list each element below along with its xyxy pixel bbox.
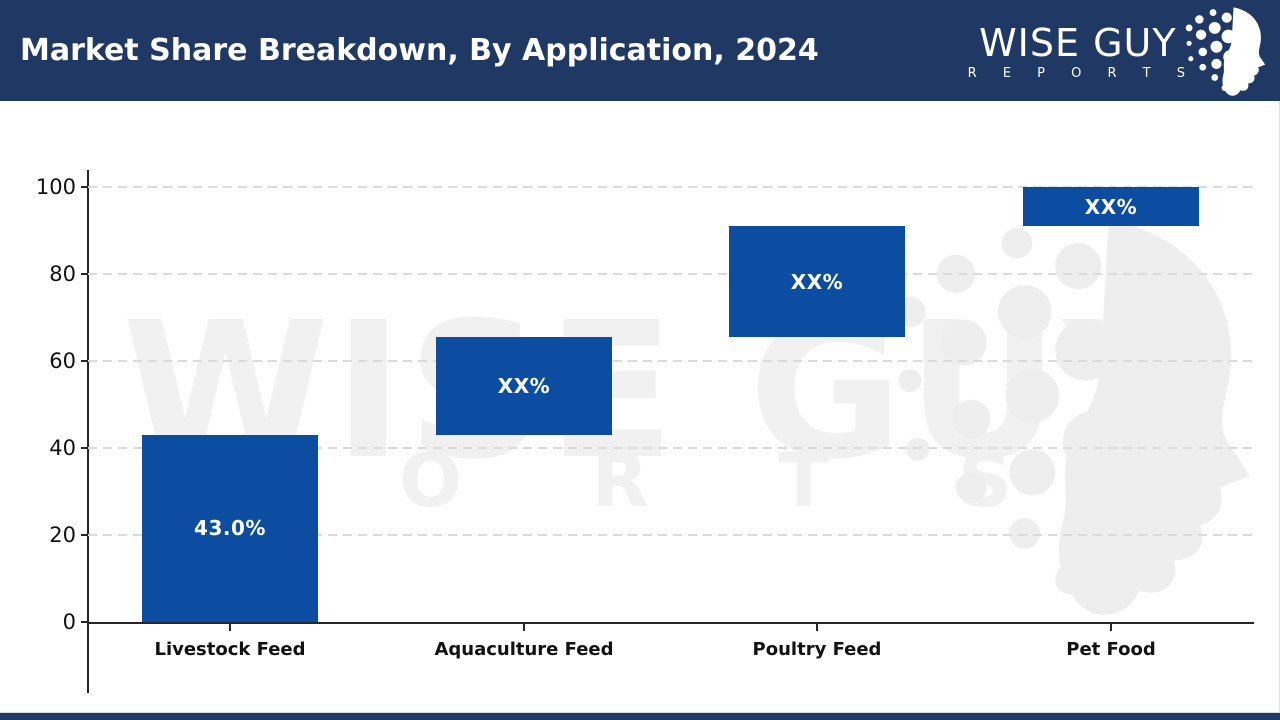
gridline-40 — [88, 447, 1253, 449]
y-tick-label-0: 0 — [62, 610, 76, 634]
bar-value-label: XX% — [1084, 194, 1138, 219]
gridline-20 — [88, 534, 1253, 536]
y-axis-spine — [87, 170, 89, 693]
bar-value-label: 43.0% — [194, 516, 266, 541]
logo-name: WISE GUY — [979, 21, 1177, 65]
brand-logo: WISE GUY R E P O R T S — [960, 4, 1268, 98]
y-tick-label-80: 80 — [49, 262, 76, 286]
x-tick-1 — [523, 624, 525, 631]
y-tick-0 — [81, 621, 88, 623]
bar-pet-food: XX% — [1023, 187, 1199, 227]
y-tick-label-20: 20 — [49, 523, 76, 547]
category-label-1: Aquaculture Feed — [434, 639, 614, 660]
y-tick-100 — [81, 186, 88, 188]
bar-livestock-feed: 43.0% — [142, 434, 318, 622]
bar-aquaculture-feed: XX% — [436, 337, 612, 435]
x-tick-3 — [1110, 624, 1112, 631]
y-tick-20 — [81, 534, 88, 536]
category-label-0: Livestock Feed — [154, 639, 306, 660]
logo-subtext: R E P O R T S — [967, 66, 1196, 81]
header-bar: Market Share Breakdown, By Application, … — [0, 0, 1280, 101]
watermark-subtext: P O R T S — [215, 438, 1064, 524]
bar-value-label: XX% — [497, 374, 551, 398]
x-tick-2 — [816, 624, 818, 631]
chart-area: 0 20 40 60 80 100 43.0% Livestock Feed XX% Aquacu… — [0, 101, 1280, 713]
logo-text-block: WISE GUY R E P O R T S — [960, 21, 1196, 81]
category-label-2: Poultry Feed — [752, 639, 882, 660]
gridline-60 — [88, 360, 1253, 362]
gridline-100 — [88, 186, 1253, 188]
y-tick-40 — [81, 447, 88, 449]
y-tick-80 — [81, 273, 88, 275]
y-tick-60 — [81, 360, 88, 362]
gridline-80 — [88, 273, 1253, 275]
bar-poultry-feed: XX% — [729, 226, 905, 338]
y-tick-label-60: 60 — [49, 349, 76, 373]
x-axis-spine — [87, 622, 1254, 624]
y-tick-label-100: 100 — [35, 175, 76, 199]
y-tick-label-40: 40 — [49, 436, 76, 460]
x-tick-0 — [229, 624, 231, 631]
page-title: Market Share Breakdown, By Application, … — [20, 33, 819, 68]
face-profile-dots-icon — [1185, 7, 1266, 96]
bar-value-label: XX% — [790, 269, 844, 294]
category-label-3: Pet Food — [1066, 639, 1156, 660]
footer-bar — [0, 712, 1280, 720]
